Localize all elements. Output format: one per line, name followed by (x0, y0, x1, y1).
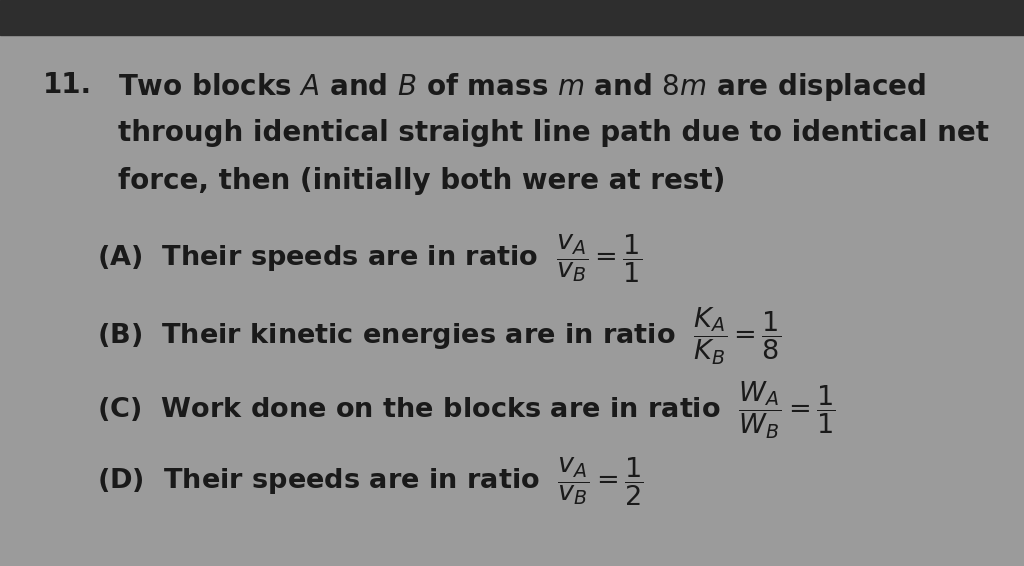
Text: through identical straight line path due to identical net: through identical straight line path due… (118, 119, 989, 147)
Text: force, then (initially both were at rest): force, then (initially both were at rest… (118, 167, 725, 195)
Text: 11.: 11. (43, 71, 92, 98)
Text: (A)  Their speeds are in ratio  $\dfrac{v_A}{v_B} = \dfrac{1}{1}$: (A) Their speeds are in ratio $\dfrac{v_… (97, 232, 642, 285)
Text: (C)  Work done on the blocks are in ratio  $\dfrac{W_A}{W_B} = \dfrac{1}{1}$: (C) Work done on the blocks are in ratio… (97, 379, 836, 441)
Text: Two blocks $A$ and $B$ of mass $m$ and $8m$ are displaced: Two blocks $A$ and $B$ of mass $m$ and $… (118, 71, 926, 103)
Text: (B)  Their kinetic energies are in ratio  $\dfrac{K_A}{K_B} = \dfrac{1}{8}$: (B) Their kinetic energies are in ratio … (97, 306, 781, 367)
Text: (D)  Their speeds are in ratio  $\dfrac{v_A}{v_B} = \dfrac{1}{2}$: (D) Their speeds are in ratio $\dfrac{v_… (97, 456, 644, 508)
